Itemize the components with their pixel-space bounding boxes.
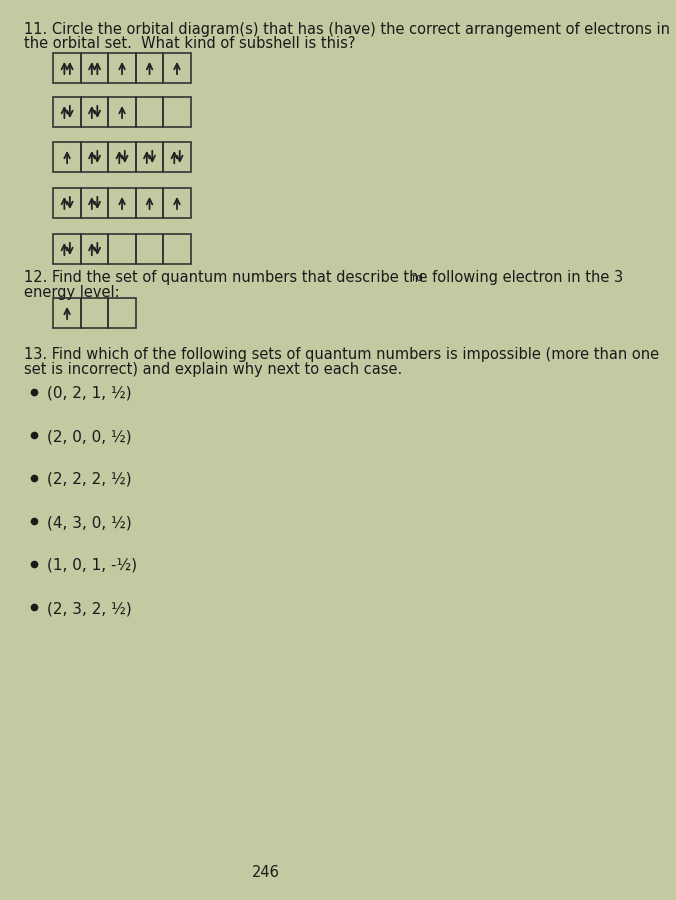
Text: (2, 2, 2, ½): (2, 2, 2, ½) (47, 472, 132, 487)
Bar (164, 188, 191, 218)
Text: (4, 3, 0, ½): (4, 3, 0, ½) (47, 515, 132, 530)
Bar (164, 142, 191, 172)
Bar (164, 53, 191, 83)
Bar (81, 298, 108, 328)
Bar (81, 53, 108, 83)
Bar (136, 97, 164, 127)
Bar (108, 188, 136, 218)
Bar (81, 234, 108, 264)
Bar (53, 298, 81, 328)
Bar (81, 142, 108, 172)
Text: (0, 2, 1, ½): (0, 2, 1, ½) (47, 386, 132, 401)
Bar (108, 234, 136, 264)
Bar (136, 142, 164, 172)
Text: (2, 3, 2, ½): (2, 3, 2, ½) (47, 601, 132, 616)
Bar (53, 142, 81, 172)
Bar (164, 97, 191, 127)
Bar (81, 188, 108, 218)
Bar (136, 234, 164, 264)
Bar (53, 53, 81, 83)
Text: energy level:: energy level: (24, 285, 119, 300)
Text: 12. Find the set of quantum numbers that describe the following electron in the : 12. Find the set of quantum numbers that… (24, 270, 623, 285)
Text: (1, 0, 1, -½): (1, 0, 1, -½) (47, 558, 137, 573)
Bar (136, 188, 164, 218)
Bar (108, 53, 136, 83)
Text: 13. Find which of the following sets of quantum numbers is impossible (more than: 13. Find which of the following sets of … (24, 347, 658, 362)
Text: set is incorrect) and explain why next to each case.: set is incorrect) and explain why next t… (24, 362, 402, 377)
Bar (81, 97, 108, 127)
Text: rd: rd (412, 273, 423, 283)
Bar (108, 97, 136, 127)
Text: 246: 246 (251, 865, 279, 880)
Text: 11. Circle the orbital diagram(s) that has (have) the correct arrangement of ele: 11. Circle the orbital diagram(s) that h… (24, 22, 669, 37)
Bar (53, 234, 81, 264)
Bar (136, 53, 164, 83)
Bar (53, 188, 81, 218)
Bar (53, 97, 81, 127)
Text: the orbital set.  What kind of subshell is this?: the orbital set. What kind of subshell i… (24, 36, 355, 51)
Bar (164, 234, 191, 264)
Text: (2, 0, 0, ½): (2, 0, 0, ½) (47, 429, 132, 444)
Bar (108, 298, 136, 328)
Bar (108, 142, 136, 172)
